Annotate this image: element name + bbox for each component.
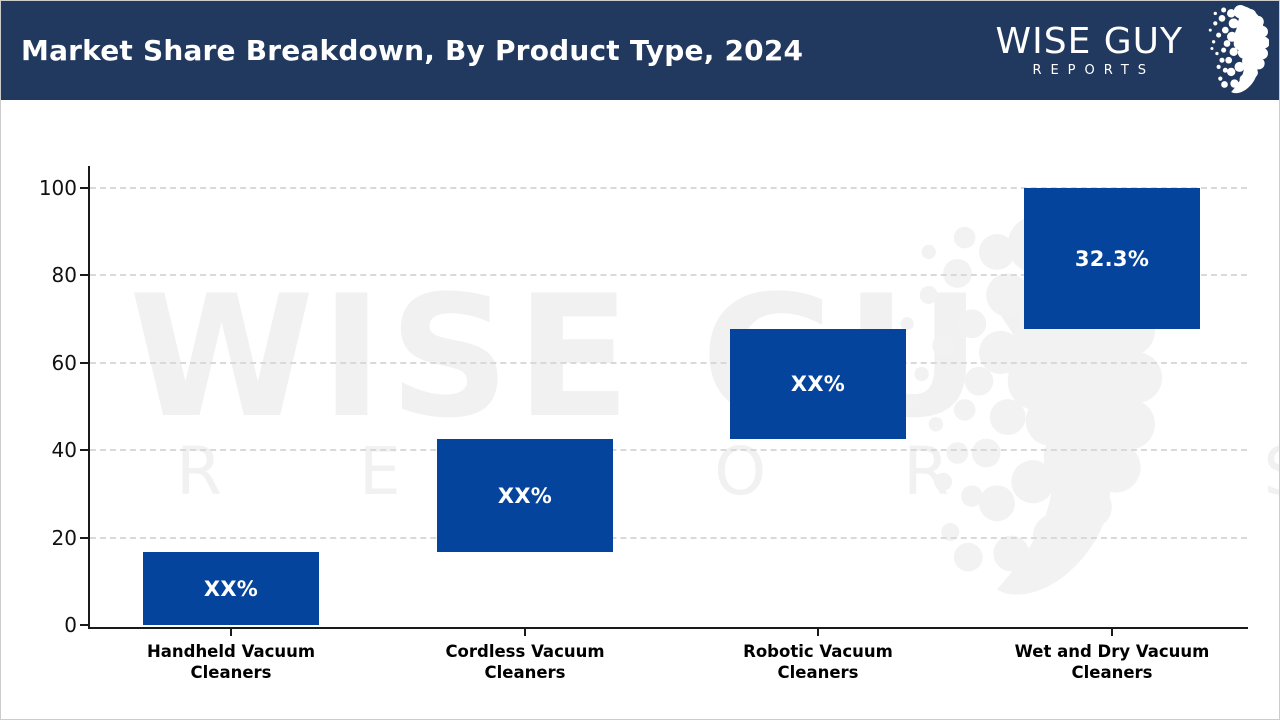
category-label: Handheld Vacuum Cleaners (146, 642, 316, 682)
logo-wordmark: WISE GUY (995, 21, 1183, 62)
brand-logo: WISE GUY REPORTS (995, 1, 1269, 100)
y-axis-spine (88, 166, 90, 627)
bar-value-label: XX% (497, 483, 553, 508)
x-tick-mark (1111, 629, 1113, 636)
y-tick-mark (80, 624, 88, 626)
x-tick-mark (817, 629, 819, 636)
header-bar: Market Share Breakdown, By Product Type,… (1, 1, 1279, 100)
y-tick-label: 60 (51, 350, 77, 375)
y-tick-label: 100 (38, 176, 77, 200)
brand-logo-text: WISE GUY REPORTS (995, 21, 1184, 78)
y-tick-label: 40 (51, 438, 77, 463)
gridline-60 (90, 361, 1247, 364)
logo-subtitle: REPORTS (1032, 63, 1156, 78)
gridline-20 (90, 536, 1247, 539)
y-tick-mark (80, 449, 88, 452)
logo-face-icon (1208, 4, 1269, 93)
y-tick-mark (80, 536, 88, 539)
y-tick-label: 0 (64, 613, 77, 637)
y-tick-label: 80 (51, 263, 77, 288)
x-tick-mark (230, 629, 232, 636)
y-tick-label: 20 (51, 525, 77, 550)
y-tick-mark (80, 361, 88, 364)
bar-segment: XX% (143, 552, 319, 625)
bar-value-label: XX% (790, 371, 846, 396)
x-tick-mark (524, 629, 526, 636)
category-label: Cordless Vacuum Cleaners (445, 642, 605, 682)
bar-segment: XX% (730, 329, 906, 439)
bar-segment: XX% (437, 438, 613, 553)
category-label: Wet and Dry Vacuum Cleaners (1014, 642, 1210, 682)
y-tick-mark (80, 187, 88, 189)
bar-value-label: 32.3% (1074, 246, 1150, 271)
y-tick-mark (80, 274, 88, 277)
bar-value-label: XX% (203, 576, 259, 601)
watermark-wordmark: WISE GUY (129, 259, 1116, 455)
x-axis-spine (88, 627, 1248, 629)
gridline-40 (90, 449, 1247, 452)
category-label: Robotic Vacuum Cleaners (743, 642, 893, 682)
gridline-100 (90, 187, 1247, 189)
chart-title: Market Share Breakdown, By Product Type,… (21, 34, 804, 67)
bar-segment: 32.3% (1024, 188, 1200, 330)
gridline-80 (90, 274, 1247, 277)
